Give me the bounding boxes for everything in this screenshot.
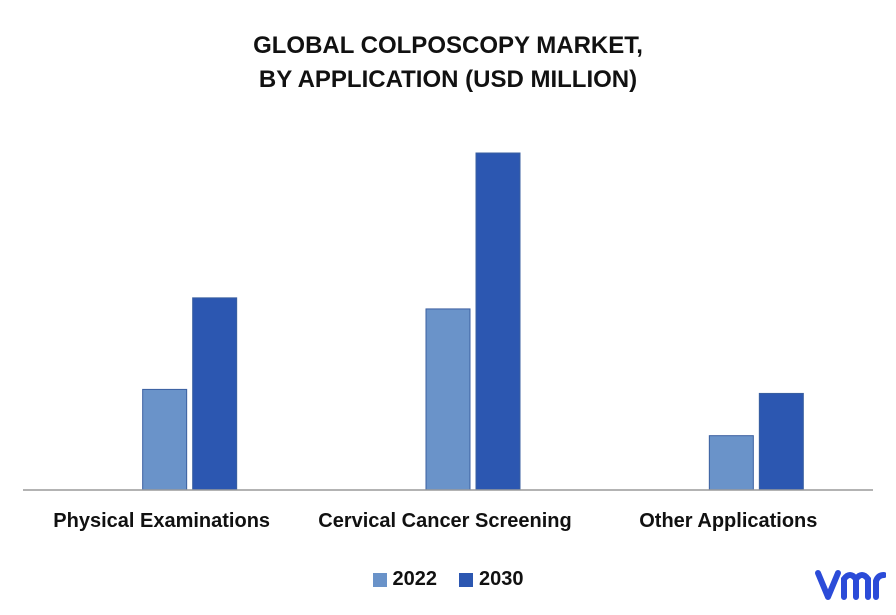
bar-2030-2 (758, 392, 804, 491)
x-tick-label: Other Applications (639, 510, 817, 532)
x-tick-label: Physical Examinations (53, 510, 270, 532)
bar-chart: Physical Examinations Cervical Cancer Scr… (23, 152, 873, 532)
x-tick-label: Cervical Cancer Screening (318, 510, 571, 532)
bar-2022-1 (425, 308, 471, 491)
legend-item-2030: 2030 (459, 568, 524, 591)
legend-swatch-2022 (372, 572, 387, 587)
vmr-logo (815, 570, 886, 600)
bar-2022-0 (142, 388, 188, 491)
legend-item-2022: 2022 (372, 568, 438, 591)
chart-legend: 2022 2030 (0, 568, 896, 591)
legend-label-2030: 2030 (479, 568, 524, 590)
chart-title-line-1: GLOBAL COLPOSCOPY MARKET, (253, 32, 643, 59)
bar-2030-1 (475, 152, 521, 491)
chart-title-line-2: BY APPLICATION (USD MILLION) (258, 66, 638, 93)
bar-2022-2 (708, 435, 754, 491)
legend-label-2022: 2022 (392, 568, 438, 590)
bar-2030-0 (192, 297, 238, 491)
legend-swatch-2030 (459, 572, 473, 587)
